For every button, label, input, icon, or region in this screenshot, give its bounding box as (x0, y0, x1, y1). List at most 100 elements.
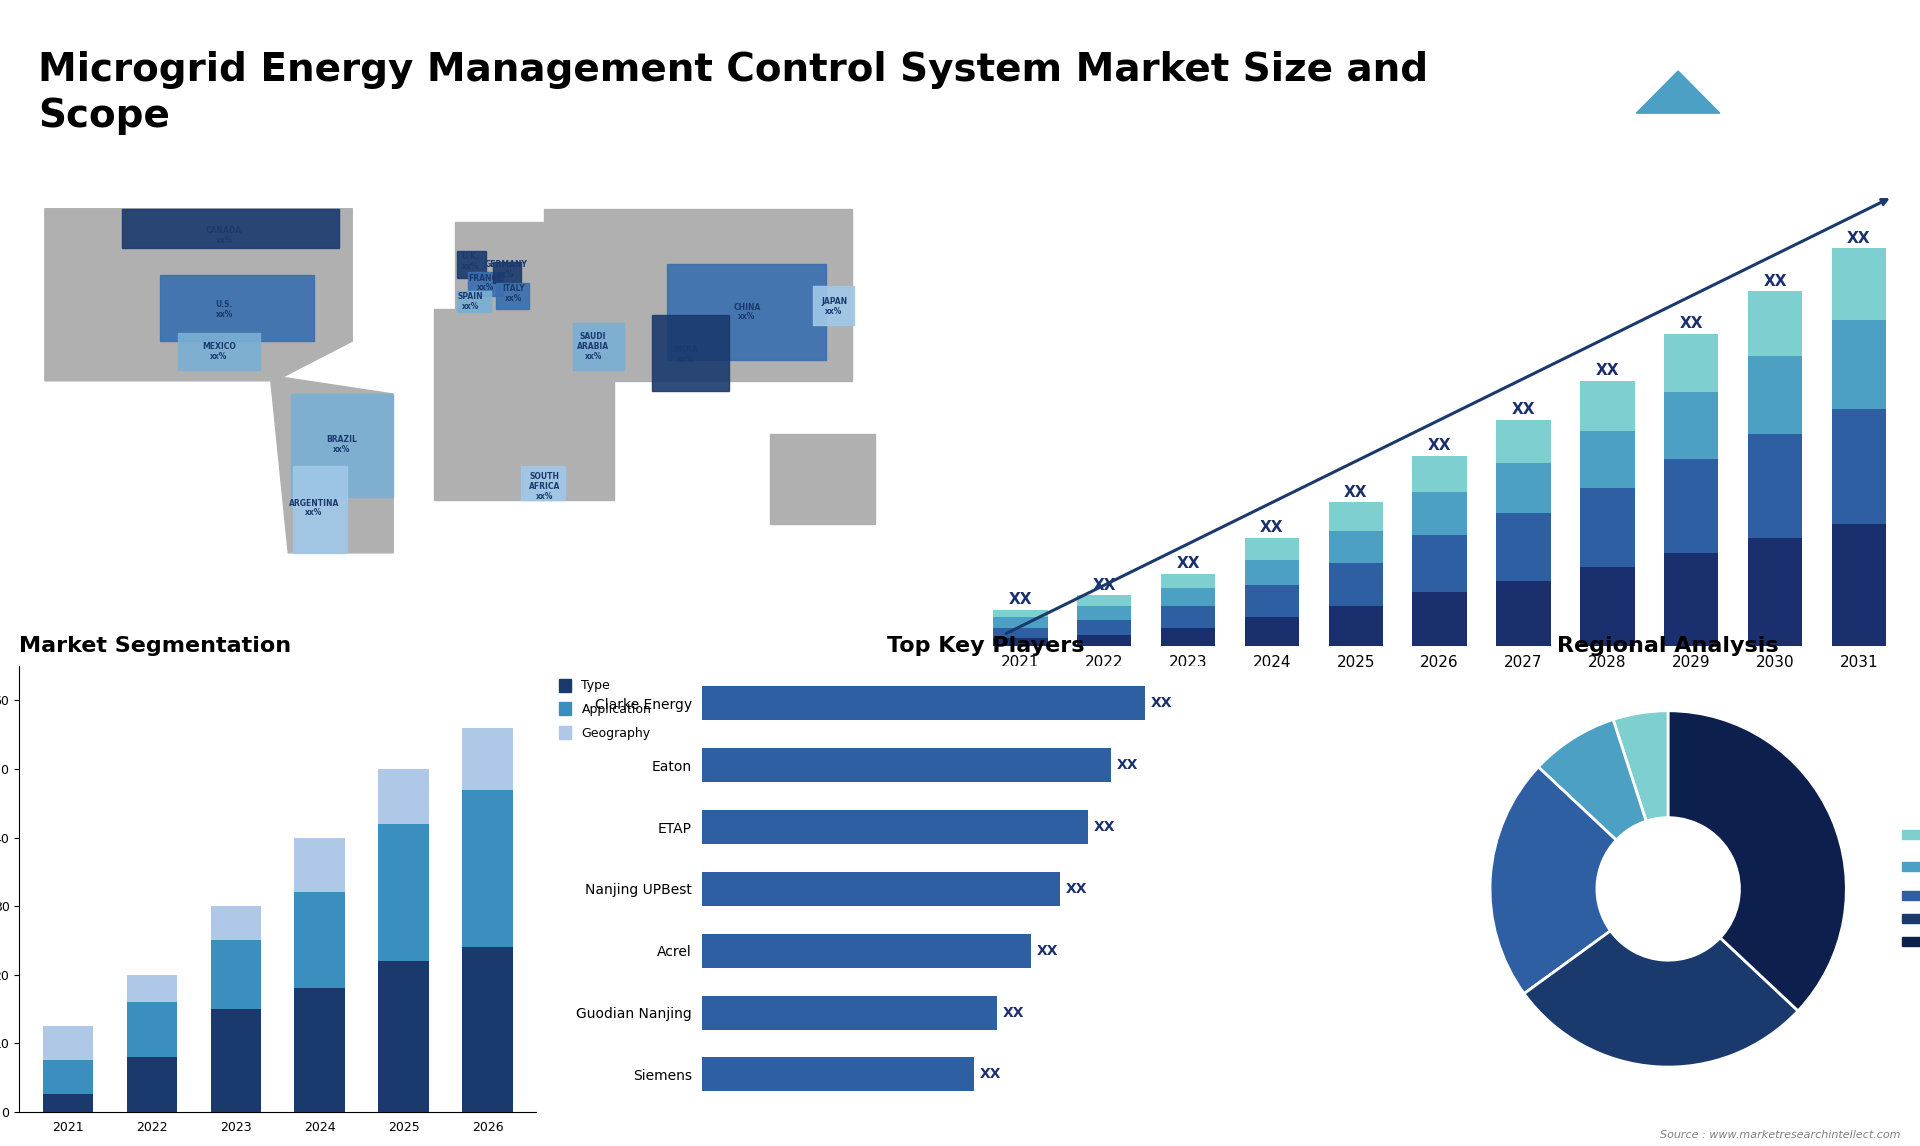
Text: MEXICO
xx%: MEXICO xx% (202, 343, 236, 361)
Bar (127, 1002, 177, 1057)
Bar (463, 947, 513, 1112)
Bar (1747, 291, 1803, 355)
Polygon shape (294, 465, 348, 552)
Polygon shape (1636, 71, 1720, 113)
Bar (211, 1008, 261, 1112)
Wedge shape (1490, 767, 1617, 994)
Text: U.S.
xx%: U.S. xx% (215, 300, 232, 319)
Bar (378, 769, 428, 824)
Text: SPAIN
xx%: SPAIN xx% (457, 292, 484, 311)
Bar (701, 1058, 975, 1091)
Bar (993, 617, 1048, 628)
Bar (701, 872, 1060, 906)
Bar (1496, 463, 1551, 513)
Bar (1244, 617, 1300, 645)
Polygon shape (455, 222, 584, 315)
Bar (1747, 434, 1803, 539)
Bar (294, 838, 346, 893)
Text: XX: XX (1511, 402, 1536, 417)
Text: XX: XX (1066, 882, 1087, 896)
Text: XX: XX (1094, 821, 1116, 834)
Bar (378, 824, 428, 960)
Wedge shape (1668, 711, 1847, 1011)
Bar (1162, 588, 1215, 606)
Bar (127, 1057, 177, 1112)
Bar (1747, 355, 1803, 434)
Bar (42, 1094, 92, 1112)
Bar (1162, 628, 1215, 645)
Text: XX: XX (1596, 363, 1619, 378)
Bar (701, 934, 1031, 967)
Bar (701, 810, 1089, 845)
Text: U.K.
xx%: U.K. xx% (461, 252, 480, 272)
Bar (1077, 606, 1131, 620)
Bar (993, 628, 1048, 638)
Text: XX: XX (1092, 578, 1116, 592)
Bar (294, 893, 346, 988)
Text: XX: XX (1002, 1005, 1025, 1020)
Bar (294, 988, 346, 1112)
Bar (1665, 335, 1718, 392)
Polygon shape (572, 322, 624, 370)
Legend: Type, Application, Geography: Type, Application, Geography (553, 673, 657, 746)
Bar (1580, 380, 1634, 431)
Polygon shape (159, 275, 313, 342)
Bar (701, 996, 996, 1029)
Polygon shape (121, 209, 340, 249)
Text: XX: XX (1260, 520, 1284, 535)
Bar (1244, 539, 1300, 559)
Text: SAUDI
ARABIA
xx%: SAUDI ARABIA xx% (578, 332, 609, 361)
Text: XX: XX (1150, 697, 1173, 711)
Text: GERMANY
xx%: GERMANY xx% (484, 260, 528, 278)
Bar (1747, 539, 1803, 645)
Bar (211, 906, 261, 941)
Bar (1665, 552, 1718, 645)
Bar (1329, 531, 1382, 563)
Bar (378, 960, 428, 1112)
Text: XX: XX (1344, 485, 1367, 500)
Polygon shape (44, 209, 351, 380)
Polygon shape (545, 209, 852, 380)
Bar (42, 1026, 92, 1060)
Text: Market Segmentation: Market Segmentation (19, 636, 292, 657)
Text: ITALY
xx%: ITALY xx% (503, 284, 524, 303)
Bar (1580, 567, 1634, 645)
Text: XX: XX (1117, 759, 1139, 772)
Text: BRAZIL
xx%: BRAZIL xx% (326, 435, 357, 454)
Polygon shape (668, 265, 826, 360)
Bar (1580, 488, 1634, 567)
Bar (993, 610, 1048, 617)
Bar (42, 1060, 92, 1094)
Bar (1496, 513, 1551, 581)
Bar (1580, 431, 1634, 488)
Polygon shape (495, 283, 530, 309)
Text: INDIA
xx%: INDIA xx% (674, 345, 697, 363)
Text: Microgrid Energy Management Control System Market Size and
Scope: Microgrid Energy Management Control Syst… (38, 52, 1428, 135)
Bar (1413, 456, 1467, 492)
Text: CHINA
xx%: CHINA xx% (733, 303, 760, 321)
Bar (1413, 535, 1467, 591)
Bar (1329, 563, 1382, 606)
Bar (1832, 320, 1885, 409)
Wedge shape (1613, 711, 1668, 822)
Text: XX: XX (1680, 316, 1703, 331)
Text: XX: XX (1763, 274, 1788, 289)
Text: FRANCE
xx%: FRANCE xx% (468, 274, 503, 292)
Bar (1665, 460, 1718, 552)
Title: Regional Analysis: Regional Analysis (1557, 636, 1780, 657)
Bar (1413, 591, 1467, 645)
Bar (1832, 249, 1885, 320)
Polygon shape (522, 465, 564, 500)
Bar (1329, 606, 1382, 645)
Polygon shape (434, 309, 614, 500)
Bar (1162, 574, 1215, 588)
Text: ARGENTINA
xx%: ARGENTINA xx% (288, 499, 340, 517)
Bar (701, 686, 1144, 721)
Bar (1077, 635, 1131, 645)
Text: CANADA
xx%: CANADA xx% (205, 226, 242, 244)
Bar (1496, 581, 1551, 645)
Bar (1244, 559, 1300, 584)
Text: XX: XX (1037, 944, 1058, 958)
Polygon shape (290, 394, 394, 497)
Text: XX: XX (1008, 591, 1033, 607)
